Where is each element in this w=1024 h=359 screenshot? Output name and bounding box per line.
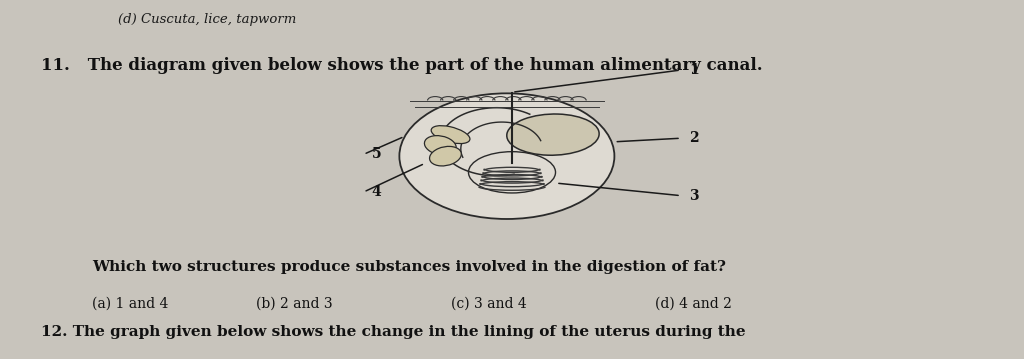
Text: (a) 1 and 4: (a) 1 and 4 [92, 296, 169, 310]
Text: 12. The graph given below shows the change in the lining of the uterus during th: 12. The graph given below shows the chan… [41, 325, 745, 339]
Text: (c) 3 and 4: (c) 3 and 4 [451, 296, 526, 310]
Text: 3: 3 [689, 189, 698, 202]
Text: 5: 5 [372, 148, 381, 161]
Ellipse shape [399, 93, 614, 219]
Text: (d) 4 and 2: (d) 4 and 2 [655, 296, 732, 310]
Ellipse shape [507, 114, 599, 155]
Ellipse shape [431, 126, 470, 144]
Text: Which two structures produce substances involved in the digestion of fat?: Which two structures produce substances … [92, 260, 726, 274]
Text: (d) Cuscuta, lice, tapworm: (d) Cuscuta, lice, tapworm [118, 13, 296, 25]
Text: 1: 1 [689, 63, 699, 77]
Text: 2: 2 [689, 131, 698, 145]
Ellipse shape [429, 146, 462, 166]
Text: The diagram given below shows the part of the human alimentary canal.: The diagram given below shows the part o… [82, 57, 763, 74]
Text: 4: 4 [372, 185, 382, 199]
Text: 11.: 11. [41, 57, 70, 74]
Text: (b) 2 and 3: (b) 2 and 3 [256, 296, 333, 310]
Ellipse shape [424, 136, 457, 155]
